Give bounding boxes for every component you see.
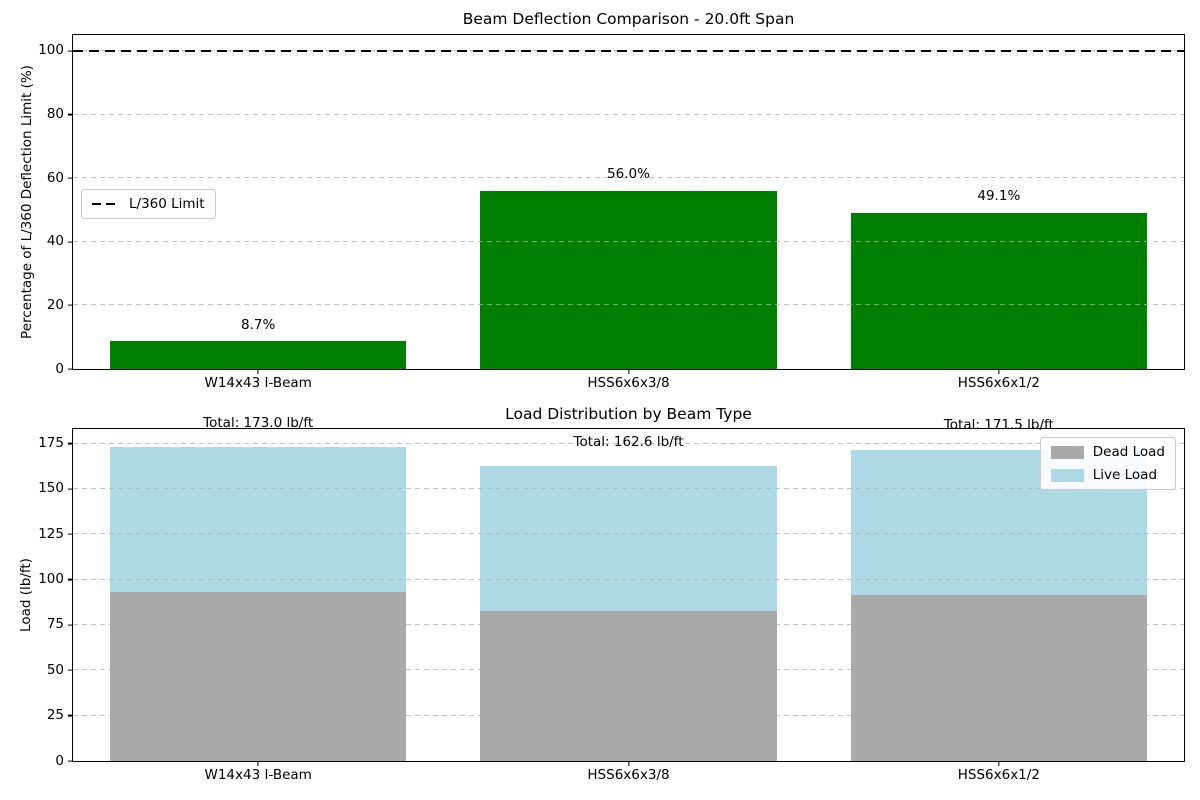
legend-label-dead-load: Dead Load — [1092, 444, 1165, 460]
y-tick-label: 60 — [46, 169, 64, 186]
gridline — [73, 442, 1184, 444]
total-label: Total: 171.5 lb/ft — [943, 417, 1054, 434]
y-tick-mark — [68, 442, 73, 445]
y-tick-label: 0 — [55, 360, 64, 377]
y-tick-mark — [68, 579, 73, 581]
gridline — [73, 623, 1184, 625]
legend-entry-live-load: Live Load — [1050, 467, 1165, 484]
x-tick-label-hss6x6x1-2: HSS6x6x1/2 — [957, 767, 1040, 783]
gridline — [73, 240, 1184, 242]
dead-load-color-swatch — [1050, 445, 1084, 459]
deflection-bar-w14x43-i-beam — [110, 341, 407, 369]
x-tick-mark — [627, 369, 630, 374]
dead-load-bar-segment — [480, 611, 777, 761]
bar-value-label: 8.7% — [241, 316, 276, 333]
load-chart-title: Load Distribution by Beam Type — [505, 405, 752, 423]
legend-label-live-load: Live Load — [1092, 467, 1158, 484]
x-tick-mark — [627, 761, 630, 766]
y-tick-label: 40 — [46, 233, 64, 250]
gridline — [73, 304, 1184, 306]
x-tick-mark — [257, 369, 259, 374]
x-tick-label-hss6x6x1-2: HSS6x6x1/2 — [957, 375, 1040, 391]
gridline — [73, 714, 1184, 716]
deflection-bar-hss6x6x1-2 — [850, 212, 1147, 369]
y-tick-mark — [68, 533, 73, 535]
load-chart-legend: Dead Load Live Load — [1039, 437, 1176, 491]
dead-load-bar-segment — [850, 595, 1147, 761]
deflection-chart-plot-area: L/360 Limit 0 20 40 60 80 100 W14x43 I-Beam 8.7… — [38, 34, 1185, 390]
x-tick-label-hss6x6x3-8: HSS6x6x3/8 — [587, 375, 670, 391]
load-chart-plot-area: Dead Load Live Load 0 25 50 75 100 125 150 175 W… — [38, 416, 1185, 782]
y-tick-mark — [68, 624, 73, 626]
y-tick-mark — [68, 488, 73, 490]
gridline — [73, 113, 1184, 115]
x-tick-mark — [998, 761, 1000, 766]
live-load-bar-segment — [480, 466, 777, 612]
y-tick-label: 25 — [46, 706, 64, 723]
dead-load-bar-segment — [110, 592, 407, 761]
deflection-bar-hss6x6x3-8 — [480, 190, 777, 369]
y-tick-label: 100 — [38, 570, 64, 587]
y-tick-label: 125 — [38, 525, 64, 542]
gridline — [73, 669, 1184, 671]
x-tick-mark — [998, 369, 1000, 374]
legend-entry-dead-load: Dead Load — [1050, 444, 1165, 460]
gridline — [73, 533, 1184, 535]
y-tick-mark — [68, 241, 73, 243]
y-tick-mark — [68, 113, 73, 116]
live-load-color-swatch — [1050, 468, 1084, 482]
y-tick-label: 175 — [38, 434, 64, 451]
deflection-chart-title: Beam Deflection Comparison - 20.0ft Span — [462, 10, 795, 28]
y-tick-mark — [68, 304, 73, 306]
y-tick-mark — [68, 760, 73, 762]
y-tick-label: 20 — [46, 296, 64, 313]
y-tick-label: 150 — [38, 480, 64, 497]
x-tick-label-w14x43-i-beam: W14x43 I-Beam — [204, 375, 312, 391]
gridline — [73, 578, 1184, 580]
total-label: Total: 162.6 lb/ft — [573, 433, 684, 450]
y-tick-mark — [68, 669, 73, 671]
y-tick-label: 80 — [46, 105, 64, 122]
y-tick-label: 100 — [38, 42, 64, 59]
x-tick-label-hss6x6x3-8: HSS6x6x3/8 — [587, 767, 670, 783]
y-tick-mark — [68, 50, 73, 52]
bar-value-label: 49.1% — [977, 188, 1021, 205]
deflection-chart-legend: L/360 Limit — [81, 189, 216, 220]
x-tick-label-w14x43-i-beam: W14x43 I-Beam — [204, 767, 312, 783]
y-tick-label: 0 — [55, 752, 64, 769]
gridline — [73, 177, 1184, 179]
gridline — [73, 487, 1184, 489]
x-tick-mark — [257, 761, 259, 766]
y-tick-mark — [68, 368, 73, 370]
y-tick-label: 50 — [46, 661, 64, 678]
legend-label-l360-limit: L/360 Limit — [129, 196, 205, 212]
y-tick-mark — [68, 177, 73, 179]
deflection-chart-y-axis-label: Percentage of L/360 Deflection Limit (%) — [19, 65, 35, 339]
live-load-bar-segment — [110, 447, 407, 593]
load-chart-y-axis-label: Load (lb/ft) — [18, 558, 34, 632]
bar-value-label: 56.0% — [607, 166, 650, 183]
l360-limit-line — [73, 49, 1184, 52]
y-tick-mark — [68, 715, 73, 717]
total-label: Total: 173.0 lb/ft — [203, 414, 314, 431]
y-tick-label: 75 — [46, 616, 64, 633]
dashed-line-legend-sample — [92, 203, 120, 206]
